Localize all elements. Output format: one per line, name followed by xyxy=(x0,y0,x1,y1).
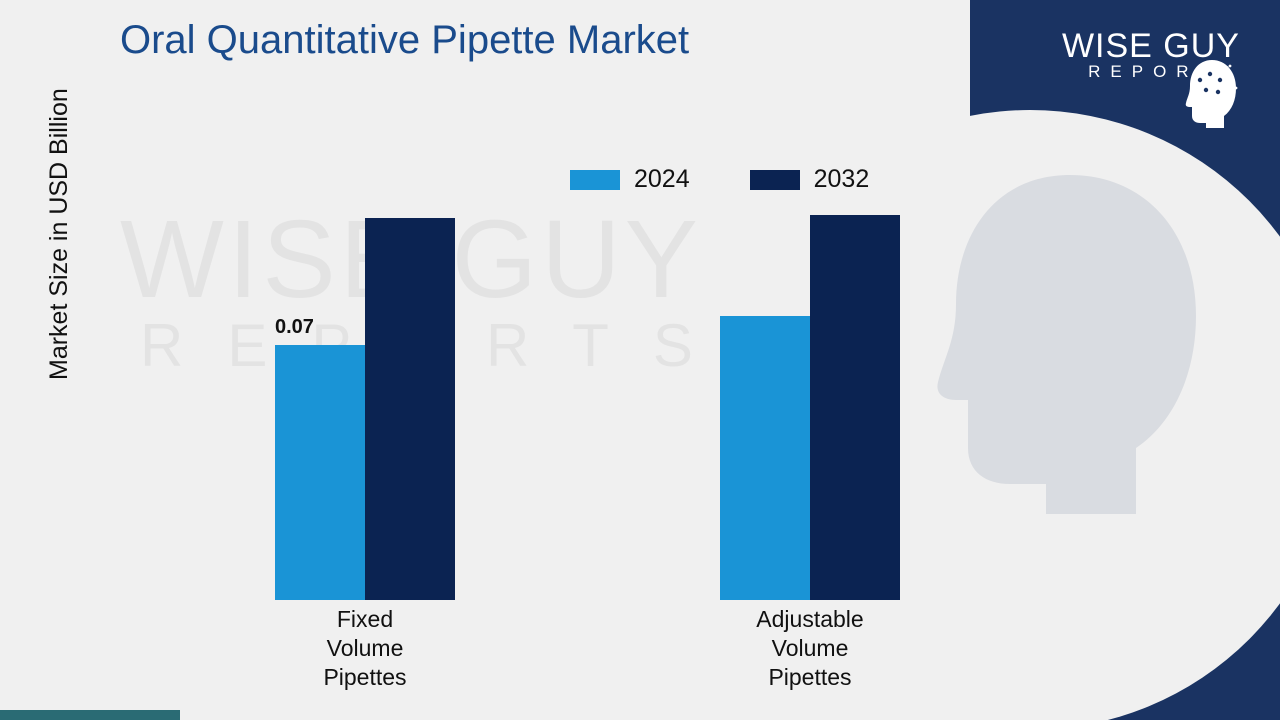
legend-item: 2024 xyxy=(570,165,690,194)
chart-bar xyxy=(810,215,900,600)
category-label: FixedVolumePipettes xyxy=(255,605,475,691)
bar-value-label: 0.07 xyxy=(275,316,314,339)
chart-plot-area: 0.07FixedVolumePipettesAdjustableVolumeP… xyxy=(100,200,970,600)
legend-item: 2032 xyxy=(750,165,870,194)
legend-label: 2024 xyxy=(634,165,690,194)
legend-label: 2032 xyxy=(814,165,870,194)
chart-bar xyxy=(720,316,810,600)
accent-bottom-bar xyxy=(0,710,180,720)
category-label: AdjustableVolumePipettes xyxy=(700,605,920,691)
chart-bar xyxy=(365,218,455,600)
chart-legend: 2024 2032 xyxy=(570,165,869,194)
chart-bar xyxy=(275,345,365,600)
legend-swatch xyxy=(750,170,800,190)
brand-head-icon xyxy=(1180,58,1240,128)
brand-logo: WISE GUY REPORTS xyxy=(1062,30,1240,80)
chart-title: Oral Quantitative Pipette Market xyxy=(120,18,689,63)
legend-swatch xyxy=(570,170,620,190)
y-axis-label: Market Size in USD Billion xyxy=(45,88,74,380)
